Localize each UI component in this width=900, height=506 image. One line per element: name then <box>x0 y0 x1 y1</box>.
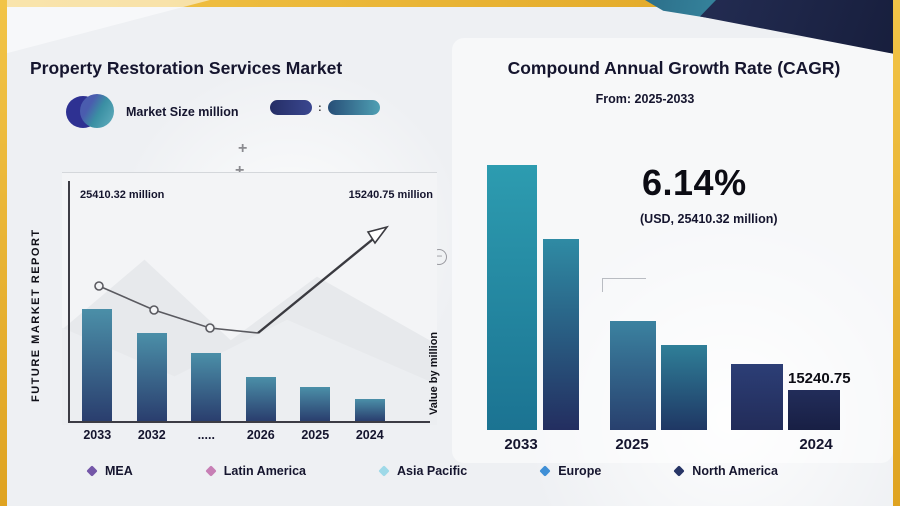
cagr-percentage: 6.14% <box>642 162 747 203</box>
north-america-dot-icon <box>673 465 685 477</box>
legend-label: Europe <box>558 464 602 478</box>
plus-decoration: + <box>235 162 245 179</box>
bracket-decoration <box>602 278 646 292</box>
left-chart-bars <box>70 173 397 421</box>
bar-2025-primary <box>610 321 656 430</box>
bar-dots <box>191 352 222 421</box>
cagr-usd-detail: (USD, 25410.32 million) <box>640 212 778 226</box>
bar-2025-secondary <box>661 345 707 430</box>
cagr-bar-group-2024 <box>731 363 840 430</box>
bar-2033-primary <box>487 165 537 430</box>
legend-item-latin-america: Latin America <box>205 464 306 478</box>
latin-america-dot-icon <box>205 465 217 477</box>
cagr-title: Compound Annual Growth Rate (CAGR) <box>507 58 841 78</box>
legend-item-north-america: North America <box>673 464 778 478</box>
corner-decoration <box>0 0 210 55</box>
x-label: 2033 <box>83 428 112 442</box>
pie-chart-icon <box>66 94 114 130</box>
bar-2032 <box>136 332 167 421</box>
market-size-chart: 25410.32 million 15240.75 million <box>62 172 437 425</box>
region-legend: MEA Latin America Asia Pacific Europe No… <box>86 464 778 478</box>
legend-label: Latin America <box>223 464 306 478</box>
bar-2033 <box>82 309 113 421</box>
bar-2024-secondary <box>788 390 840 430</box>
plus-decoration: + <box>238 140 248 157</box>
trend-arrow <box>94 225 390 334</box>
bar-2024 <box>354 398 385 421</box>
chart-annotation-2033: 25410.32 million <box>80 189 165 201</box>
gold-edge-strip <box>893 0 900 506</box>
left-chart-x-labels: 2033 2032 ..... 2026 2025 2024 <box>70 428 397 442</box>
x-label-2033: 2033 <box>504 436 538 453</box>
future-market-report-label: FUTURE MARKET REPORT <box>30 228 42 402</box>
cagr-bar-group-2033 <box>487 165 579 430</box>
legend-label: Asia Pacific <box>397 464 468 478</box>
legend-pills: : <box>270 100 380 115</box>
pill-separator: : <box>318 101 322 114</box>
bar-2024-primary <box>731 363 783 430</box>
legend-item-asia-pacific: Asia Pacific <box>378 464 468 478</box>
legend-label: North America <box>692 464 778 478</box>
asia-pacific-dot-icon <box>378 465 390 477</box>
chart-annotation-2024: 15240.75 million <box>348 189 433 201</box>
y-axis-line <box>68 181 70 423</box>
legend-item-europe: Europe <box>539 464 602 478</box>
teal-pill-icon <box>327 100 380 115</box>
legend-item-mea: MEA <box>86 464 133 478</box>
x-label: 2024 <box>355 428 384 442</box>
x-label-2025: 2025 <box>615 436 649 453</box>
europe-dot-icon <box>539 465 551 477</box>
navy-pill-icon <box>270 100 312 115</box>
x-label: 2026 <box>246 428 275 442</box>
cagr-subtitle: From: 2025-2033 <box>595 92 695 106</box>
left-chart-title: Property Restoration Services Market <box>30 58 343 78</box>
gold-edge-strip <box>0 0 7 506</box>
x-label-2024: 2024 <box>799 436 833 453</box>
bar-2033-secondary <box>543 239 579 430</box>
value-annotation-15240: 15240.75 <box>788 370 851 387</box>
bar-2025 <box>300 387 331 421</box>
x-axis-line <box>68 421 430 423</box>
legend-label: MEA <box>105 464 133 478</box>
gold-edge-strip <box>0 0 900 7</box>
value-by-million-label: Value by million <box>428 331 440 415</box>
x-label: 2032 <box>137 428 166 442</box>
bar-2026 <box>245 377 276 421</box>
x-label: 2025 <box>301 428 330 442</box>
x-label: ..... <box>197 428 215 442</box>
cagr-bar-group-2025 <box>610 321 707 430</box>
market-size-legend-label: Market Size million <box>126 105 239 119</box>
mea-dot-icon <box>86 465 98 477</box>
market-size-legend: Market Size million <box>66 94 239 130</box>
